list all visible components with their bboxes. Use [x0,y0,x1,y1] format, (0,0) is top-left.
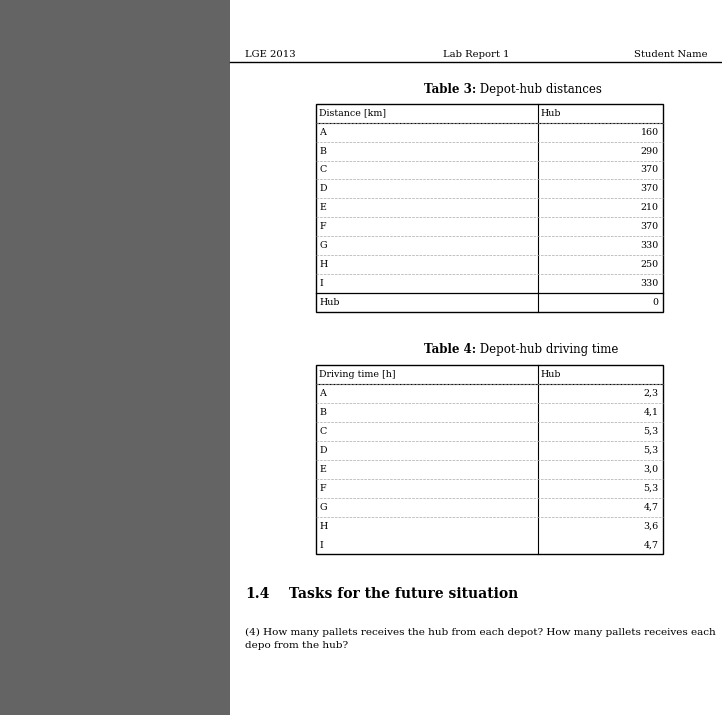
Text: Depot-hub driving time: Depot-hub driving time [477,342,619,356]
Text: 1.4: 1.4 [245,587,269,601]
Text: D: D [319,445,327,455]
Text: Student Name: Student Name [634,50,708,59]
Text: 330: 330 [640,241,658,250]
Text: 2,3: 2,3 [643,389,658,398]
Text: LGE 2013: LGE 2013 [245,50,296,59]
Text: 370: 370 [640,184,658,194]
Text: 3,6: 3,6 [643,521,658,531]
Text: 210: 210 [640,203,658,212]
Text: H: H [319,521,328,531]
Text: Hub: Hub [319,298,340,307]
Text: 250: 250 [640,260,658,270]
Text: Hub: Hub [541,109,561,118]
Text: 160: 160 [640,127,658,137]
Text: (4) How many pallets receives the hub from each depot? How many pallets receives: (4) How many pallets receives the hub fr… [245,628,716,651]
Text: 3,0: 3,0 [643,465,658,474]
Text: 5,3: 5,3 [643,445,658,455]
Text: 4,7: 4,7 [644,503,658,512]
Text: E: E [319,203,326,212]
Text: 5,3: 5,3 [643,483,658,493]
Text: 330: 330 [640,279,658,288]
Text: I: I [319,541,323,550]
Text: F: F [319,222,326,232]
Text: G: G [319,503,327,512]
Text: C: C [319,427,326,436]
Text: E: E [319,465,326,474]
Text: Hub: Hub [541,370,561,379]
Text: 4,7: 4,7 [644,541,658,550]
Text: D: D [319,184,327,194]
Text: Tasks for the future situation: Tasks for the future situation [290,587,518,601]
Text: Depot-hub distances: Depot-hub distances [477,83,602,96]
Text: A: A [319,127,326,137]
Text: Lab Report 1: Lab Report 1 [443,50,510,59]
Text: 0: 0 [653,298,658,307]
Text: I: I [319,279,323,288]
Text: 370: 370 [640,165,658,174]
Text: C: C [319,165,326,174]
Text: A: A [319,389,326,398]
Text: G: G [319,241,327,250]
Text: Table 3:: Table 3: [424,83,477,96]
Text: Distance [km]: Distance [km] [319,109,386,118]
Text: Driving time [h]: Driving time [h] [319,370,396,379]
Text: 370: 370 [640,222,658,232]
Text: B: B [319,408,326,417]
Text: B: B [319,147,326,156]
Text: 290: 290 [640,147,658,156]
Text: 4,1: 4,1 [644,408,658,417]
Text: Table 4:: Table 4: [424,342,477,356]
Text: F: F [319,483,326,493]
Text: H: H [319,260,328,270]
Text: 5,3: 5,3 [643,427,658,436]
